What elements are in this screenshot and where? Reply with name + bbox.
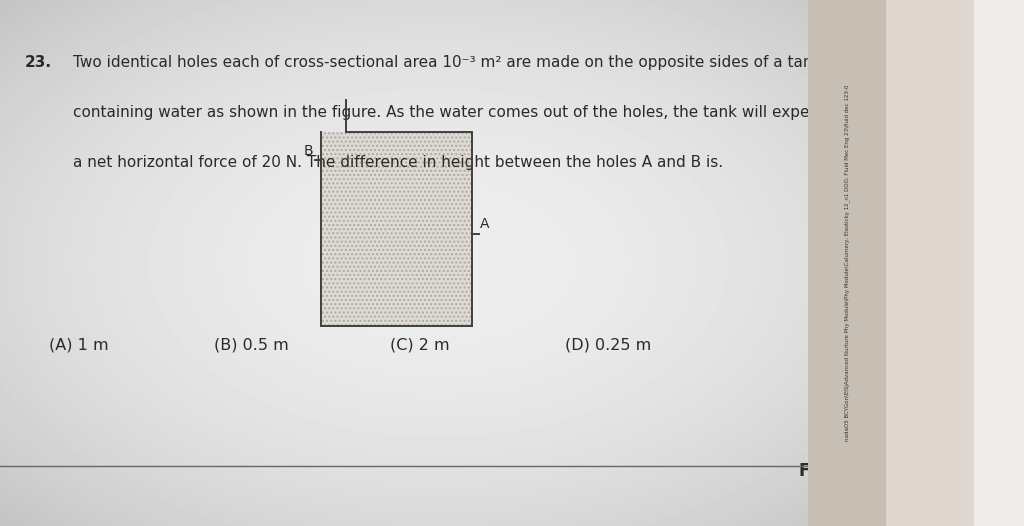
Bar: [886, 0, 974, 526]
Text: FM0073: FM0073: [799, 462, 872, 480]
Text: nadaO5 BCYGon\EISjAdvanced Nurture Phy Module\Phy Module\Calumery, Elasticky 12_: nadaO5 BCYGon\EISjAdvanced Nurture Phy M…: [845, 85, 850, 441]
Bar: [808, 0, 886, 526]
Text: (A) 1 m: (A) 1 m: [49, 337, 109, 352]
Text: E: E: [813, 488, 825, 506]
Text: 23.: 23.: [25, 55, 51, 70]
Text: Two identical holes each of cross-sectional area 10⁻³ m² are made on the opposit: Two identical holes each of cross-sectio…: [73, 55, 821, 70]
Bar: [322, 132, 472, 326]
Text: containing water as shown in the figure. As the water comes out of the holes, th: containing water as shown in the figure.…: [73, 105, 857, 120]
Text: (C) 2 m: (C) 2 m: [389, 337, 450, 352]
Text: B: B: [304, 144, 313, 158]
Text: (B) 0.5 m: (B) 0.5 m: [214, 337, 289, 352]
Text: a net horizontal force of 20 N. The difference in height between the holes A and: a net horizontal force of 20 N. The diff…: [73, 155, 723, 170]
Text: (D) 0.25 m: (D) 0.25 m: [565, 337, 651, 352]
Text: A: A: [480, 217, 489, 231]
